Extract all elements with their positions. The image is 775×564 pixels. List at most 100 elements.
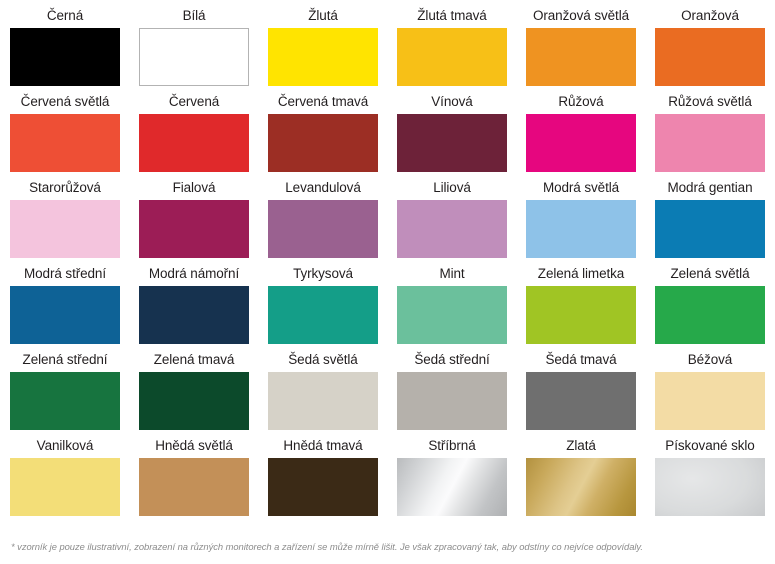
swatch-chip[interactable]: [139, 286, 249, 344]
swatch-cell[interactable]: Červená tmavá: [268, 90, 378, 176]
swatch-chip[interactable]: [655, 200, 765, 258]
swatch-cell[interactable]: Šedá střední: [397, 348, 507, 434]
swatch-cell[interactable]: Růžová světlá: [655, 90, 765, 176]
swatch-chip[interactable]: [397, 28, 507, 86]
swatch-label: Levandulová: [285, 180, 361, 195]
swatch-label: Stříbrná: [428, 438, 476, 453]
swatch-cell[interactable]: Pískované sklo: [655, 434, 765, 520]
swatch-chip[interactable]: [655, 114, 765, 172]
swatch-label: Oranžová světlá: [532, 8, 630, 23]
swatch-cell[interactable]: Černá: [10, 4, 120, 90]
swatch-cell[interactable]: Béžová: [655, 348, 765, 434]
swatch-cell[interactable]: Zlatá: [526, 434, 636, 520]
swatch-chip[interactable]: [139, 458, 249, 516]
swatch-label: Pískované sklo: [665, 438, 755, 453]
swatch-chip[interactable]: [10, 458, 120, 516]
swatch-cell[interactable]: Mint: [397, 262, 507, 348]
swatch-chip[interactable]: [10, 286, 120, 344]
swatch-chip[interactable]: [655, 372, 765, 430]
swatch-chip[interactable]: [268, 114, 378, 172]
swatch-chip[interactable]: [397, 286, 507, 344]
swatch-label: Žlutá tmavá: [417, 8, 487, 23]
swatch-label: Liliová: [433, 180, 471, 195]
swatch-cell[interactable]: Šedá tmavá: [526, 348, 636, 434]
swatch-cell[interactable]: Růžová: [526, 90, 636, 176]
swatch-cell[interactable]: Bílá: [139, 4, 249, 90]
swatch-chip[interactable]: [10, 200, 120, 258]
swatch-chip[interactable]: [397, 200, 507, 258]
swatch-cell[interactable]: Vínová: [397, 90, 507, 176]
swatch-chip[interactable]: [10, 28, 120, 86]
swatch-chip[interactable]: [268, 372, 378, 430]
swatch-cell[interactable]: Červená světlá: [10, 90, 120, 176]
swatch-cell[interactable]: Modrá gentian: [655, 176, 765, 262]
swatch-label: Černá: [46, 8, 84, 23]
swatch-cell[interactable]: Zelená tmavá: [139, 348, 249, 434]
swatch-cell[interactable]: Stříbrná: [397, 434, 507, 520]
swatch-chip[interactable]: [268, 458, 378, 516]
swatch-label: Tyrkysová: [293, 266, 353, 281]
swatch-label: Hnědá světlá: [155, 438, 233, 453]
swatch-chip[interactable]: [268, 200, 378, 258]
swatch-chip[interactable]: [526, 114, 636, 172]
swatch-chip[interactable]: [526, 286, 636, 344]
swatch-label: Mint: [439, 266, 465, 281]
swatch-cell[interactable]: Hnědá světlá: [139, 434, 249, 520]
swatch-cell[interactable]: Zelená střední: [10, 348, 120, 434]
swatch-cell[interactable]: Modrá střední: [10, 262, 120, 348]
swatch-label: Hnědá tmavá: [283, 438, 363, 453]
swatch-chip[interactable]: [526, 200, 636, 258]
swatch-label: Oranžová: [681, 8, 739, 23]
swatch-label: Červená tmavá: [277, 94, 369, 109]
swatch-chip[interactable]: [526, 28, 636, 86]
swatch-chip[interactable]: [10, 372, 120, 430]
swatch-chip[interactable]: [655, 458, 765, 516]
swatch-label: Šedá světlá: [288, 352, 358, 367]
swatch-label: Zlatá: [566, 438, 596, 453]
swatch-label: Růžová světlá: [668, 94, 752, 109]
swatch-cell[interactable]: Levandulová: [268, 176, 378, 262]
swatch-cell[interactable]: Starorůžová: [10, 176, 120, 262]
swatch-cell[interactable]: Žlutá tmavá: [397, 4, 507, 90]
swatch-cell[interactable]: Zelená světlá: [655, 262, 765, 348]
swatch-label: Šedá střední: [414, 352, 490, 367]
swatch-chip[interactable]: [526, 372, 636, 430]
swatch-label: Zelená tmavá: [153, 352, 235, 367]
swatch-chip[interactable]: [655, 286, 765, 344]
swatch-chip[interactable]: [10, 114, 120, 172]
swatch-chip[interactable]: [139, 372, 249, 430]
swatch-cell[interactable]: Zelená limetka: [526, 262, 636, 348]
swatch-cell[interactable]: Šedá světlá: [268, 348, 378, 434]
swatch-chip[interactable]: [139, 200, 249, 258]
swatch-label: Zelená limetka: [537, 266, 625, 281]
swatch-cell[interactable]: Oranžová: [655, 4, 765, 90]
swatch-label: Červená světlá: [20, 94, 110, 109]
swatch-cell[interactable]: Fialová: [139, 176, 249, 262]
swatch-cell[interactable]: Vanilková: [10, 434, 120, 520]
swatch-grid: Černá Bílá Žlutá Žlutá tmavá Oranžová světlá…: [10, 4, 765, 520]
swatch-chip[interactable]: [268, 286, 378, 344]
swatch-chip[interactable]: [139, 28, 249, 86]
swatch-chip[interactable]: [526, 458, 636, 516]
swatch-cell[interactable]: Modrá světlá: [526, 176, 636, 262]
swatch-cell[interactable]: Oranžová světlá: [526, 4, 636, 90]
swatch-label: Žlutá: [308, 8, 338, 23]
swatch-chip[interactable]: [139, 114, 249, 172]
swatch-label: Modrá gentian: [667, 180, 753, 195]
swatch-chip[interactable]: [397, 114, 507, 172]
swatch-label: Zelená střední: [22, 352, 108, 367]
swatch-chip[interactable]: [397, 372, 507, 430]
swatch-cell[interactable]: Žlutá: [268, 4, 378, 90]
swatch-cell[interactable]: Modrá námořní: [139, 262, 249, 348]
swatch-label: Modrá světlá: [542, 180, 620, 195]
swatch-cell[interactable]: Hnědá tmavá: [268, 434, 378, 520]
swatch-label: Zelená světlá: [670, 266, 750, 281]
swatch-cell[interactable]: Červená: [139, 90, 249, 176]
swatch-cell[interactable]: Liliová: [397, 176, 507, 262]
swatch-label: Vanilková: [36, 438, 94, 453]
swatch-chip[interactable]: [268, 28, 378, 86]
swatch-cell[interactable]: Tyrkysová: [268, 262, 378, 348]
swatch-chip[interactable]: [655, 28, 765, 86]
swatch-chip[interactable]: [397, 458, 507, 516]
